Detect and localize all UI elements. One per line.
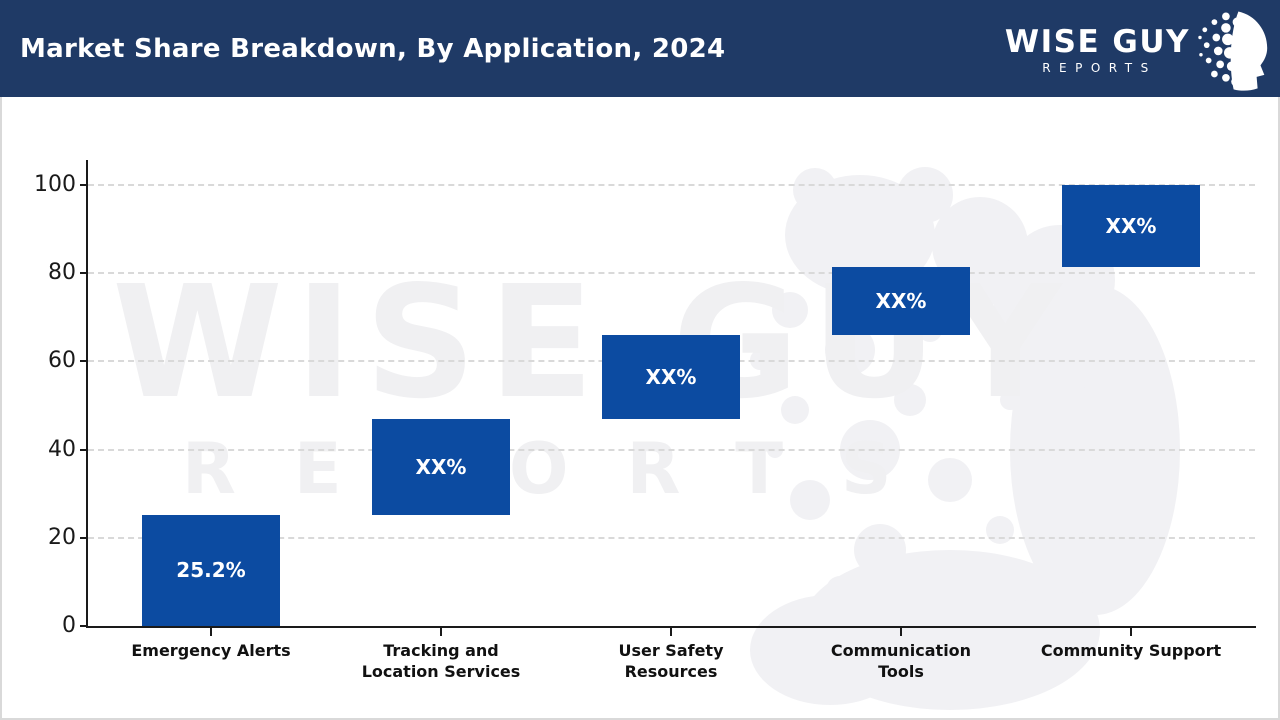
gridline — [88, 272, 1255, 275]
gridline — [88, 184, 1255, 186]
y-axis-line — [86, 160, 88, 628]
y-tick-mark — [80, 536, 88, 539]
bar-value-label: XX% — [875, 288, 927, 313]
chart-title: Market Share Breakdown, By Application, … — [20, 33, 726, 64]
gridline — [88, 448, 1255, 451]
y-tick-mark — [80, 360, 88, 363]
bar-value-label: 25.2% — [176, 558, 246, 583]
brand-logo: WISE GUY REPORTS — [1005, 4, 1272, 94]
y-tick-mark — [80, 184, 88, 186]
x-axis-line — [86, 626, 1256, 628]
bar-value-label: XX% — [415, 454, 467, 479]
bar: XX% — [832, 266, 970, 335]
bar-value-label: XX% — [1105, 213, 1157, 238]
y-tick-label: 20 — [48, 524, 76, 550]
y-tick-mark — [80, 272, 88, 275]
watermark-face-icon — [750, 167, 1180, 710]
y-tick-label: 60 — [48, 348, 76, 374]
x-category-label: Communication Tools — [781, 640, 1021, 682]
brand-subname: REPORTS — [1042, 60, 1157, 75]
y-tick-label: 0 — [62, 613, 76, 638]
bar: XX% — [1062, 185, 1200, 267]
x-category-label-line: User Safety — [618, 641, 724, 660]
x-category-label: Tracking and Location Services — [321, 640, 561, 682]
x-category-label-line: Community Support — [1040, 641, 1222, 660]
header: Market Share Breakdown, By Application, … — [0, 0, 1280, 97]
gridline — [88, 536, 1255, 539]
y-tick-mark — [80, 448, 88, 451]
y-tick-mark — [80, 625, 88, 627]
brand-face-icon — [1198, 11, 1268, 91]
bar-value-label: XX% — [645, 364, 697, 389]
brand-wordmark: WISE GUY REPORTS — [1005, 24, 1190, 75]
y-tick-label: 100 — [34, 172, 76, 197]
brand-name: WISE GUY — [1004, 23, 1190, 60]
x-category-label-line: Emergency Alerts — [131, 641, 291, 660]
x-tick-mark — [900, 628, 902, 636]
x-tick-mark — [1130, 628, 1132, 636]
x-tick-mark — [440, 628, 442, 636]
x-tick-mark — [210, 628, 212, 636]
x-category-label: Emergency Alerts — [91, 640, 331, 661]
x-tick-mark — [670, 628, 672, 636]
x-category-label-line: Resources — [624, 662, 718, 681]
bar: 25.2% — [142, 514, 280, 626]
x-category-label-line: Tracking and — [383, 641, 499, 660]
x-category-label: Community Support — [1011, 640, 1251, 661]
bar: XX% — [372, 418, 510, 515]
y-tick-label: 40 — [48, 436, 76, 462]
bar: XX% — [602, 334, 740, 419]
x-category-label: User Safety Resources — [551, 640, 791, 682]
watermark-line2: REPORTS — [182, 428, 950, 510]
x-category-label-line: Location Services — [361, 662, 521, 681]
x-category-label-line: Tools — [878, 662, 924, 681]
x-category-label-line: Communication — [830, 641, 972, 660]
y-tick-label: 80 — [48, 260, 76, 286]
